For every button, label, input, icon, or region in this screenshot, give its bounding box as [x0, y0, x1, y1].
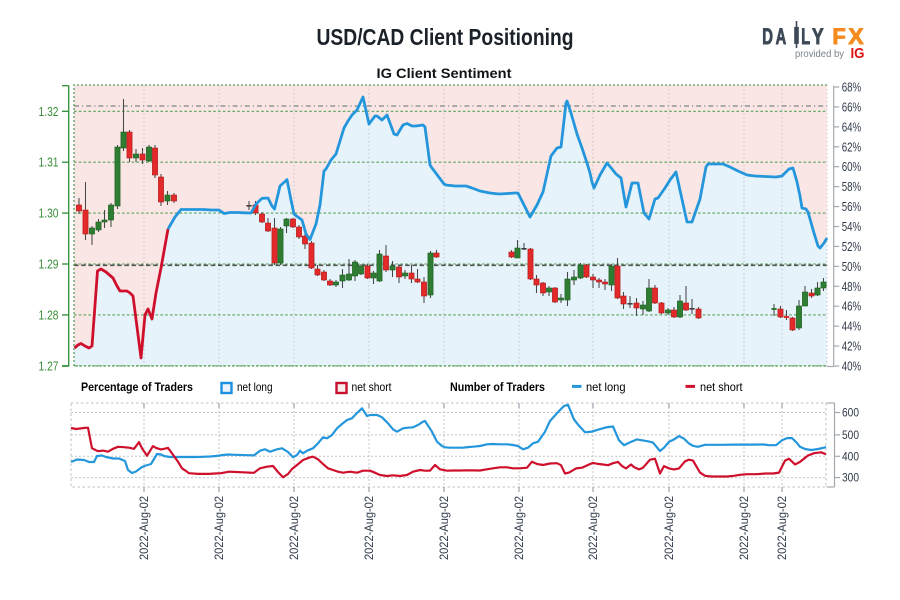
svg-text:52%: 52% — [842, 240, 862, 254]
svg-text:56%: 56% — [842, 200, 862, 214]
svg-text:2022-Aug-02: 2022-Aug-02 — [362, 496, 376, 560]
svg-text:1.29: 1.29 — [39, 258, 59, 272]
svg-text:USD/CAD Client Positioning: USD/CAD Client Positioning — [317, 24, 574, 50]
svg-text:A: A — [776, 24, 787, 49]
svg-text:50%: 50% — [842, 260, 862, 274]
svg-text:40%: 40% — [842, 360, 862, 374]
svg-text:68%: 68% — [842, 81, 862, 95]
svg-text:L: L — [801, 24, 810, 49]
svg-text:Y: Y — [812, 24, 824, 49]
svg-text:500: 500 — [842, 430, 859, 442]
svg-text:66%: 66% — [842, 100, 862, 114]
svg-text:44%: 44% — [842, 320, 862, 334]
svg-text:58%: 58% — [842, 180, 862, 194]
svg-text:2022-Aug-02: 2022-Aug-02 — [437, 496, 451, 560]
svg-text:2022-Aug-02: 2022-Aug-02 — [586, 496, 600, 560]
svg-text:IG Client Sentiment: IG Client Sentiment — [377, 66, 513, 81]
svg-text:62%: 62% — [842, 140, 862, 154]
svg-text:net short: net short — [352, 380, 393, 394]
svg-text:60%: 60% — [842, 160, 862, 174]
svg-text:2022-Aug-02: 2022-Aug-02 — [737, 496, 751, 560]
svg-text:300: 300 — [842, 473, 859, 485]
svg-text:provided by: provided by — [795, 48, 845, 60]
svg-text:net short: net short — [700, 380, 743, 394]
svg-text:42%: 42% — [842, 340, 862, 354]
svg-text:400: 400 — [842, 451, 859, 463]
svg-text:IG: IG — [851, 46, 865, 62]
svg-text:48%: 48% — [842, 280, 862, 294]
svg-text:54%: 54% — [842, 220, 862, 234]
svg-text:64%: 64% — [842, 120, 862, 134]
svg-text:2022-Aug-02: 2022-Aug-02 — [137, 496, 151, 560]
svg-text:Percentage of Traders: Percentage of Traders — [81, 380, 193, 394]
svg-text:F: F — [832, 24, 845, 49]
svg-text:X: X — [848, 24, 864, 49]
svg-text:2022-Aug-02: 2022-Aug-02 — [212, 496, 226, 560]
svg-text:net long: net long — [237, 380, 273, 394]
svg-text:net long: net long — [586, 380, 626, 394]
svg-text:600: 600 — [842, 408, 859, 420]
svg-text:2022-Aug-02: 2022-Aug-02 — [662, 496, 676, 560]
svg-text:2022-Aug-02: 2022-Aug-02 — [512, 496, 526, 560]
svg-text:1.28: 1.28 — [39, 308, 59, 322]
svg-text:2022-Aug-02: 2022-Aug-02 — [775, 496, 789, 560]
svg-text:Number of Traders: Number of Traders — [450, 380, 545, 394]
svg-text:46%: 46% — [842, 300, 862, 314]
svg-text:1.30: 1.30 — [39, 207, 59, 221]
svg-text:2022-Aug-02: 2022-Aug-02 — [287, 496, 301, 560]
svg-text:1.32: 1.32 — [39, 105, 59, 119]
svg-text:1.31: 1.31 — [39, 156, 59, 170]
svg-text:1.27: 1.27 — [39, 359, 59, 373]
svg-text:D: D — [762, 24, 773, 49]
